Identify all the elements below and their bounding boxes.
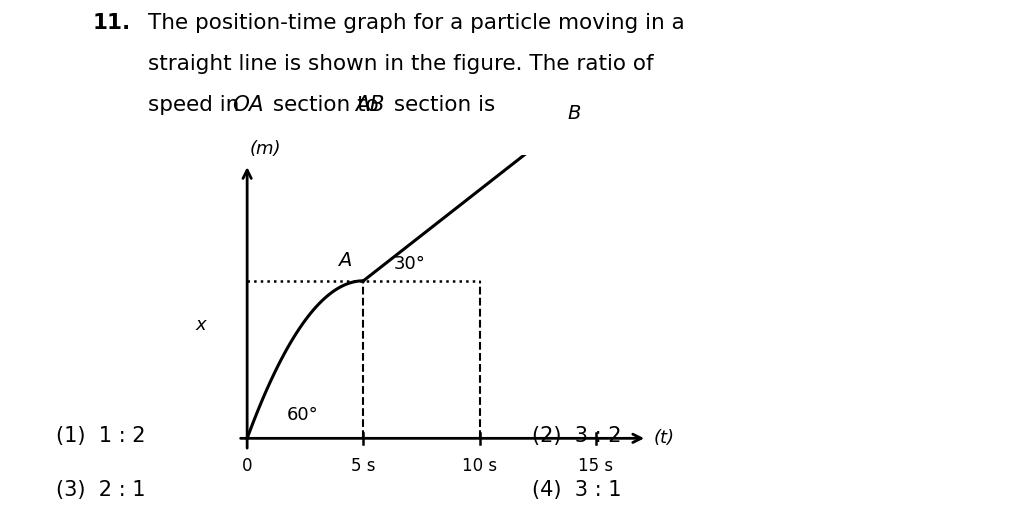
Text: section to: section to — [266, 95, 386, 116]
Text: The position-time graph for a particle moving in a: The position-time graph for a particle m… — [148, 13, 685, 33]
Text: (t): (t) — [654, 429, 675, 447]
Text: x: x — [196, 316, 206, 334]
Text: A: A — [338, 251, 352, 270]
Text: 30°: 30° — [393, 255, 426, 273]
Text: 60°: 60° — [287, 406, 318, 424]
Text: (3)  2 : 1: (3) 2 : 1 — [56, 480, 145, 500]
Text: 0: 0 — [242, 457, 252, 475]
Text: (m): (m) — [250, 140, 281, 158]
Text: (1)  1 : 2: (1) 1 : 2 — [56, 426, 145, 446]
Text: straight line is shown in the figure. The ratio of: straight line is shown in the figure. Th… — [148, 54, 654, 74]
Text: section is: section is — [387, 95, 496, 116]
Text: (2)  3 : 2: (2) 3 : 2 — [532, 426, 622, 446]
Text: AB: AB — [355, 95, 385, 116]
Text: 15 s: 15 s — [579, 457, 613, 475]
Text: (4)  3 : 1: (4) 3 : 1 — [532, 480, 622, 500]
Text: 10 s: 10 s — [462, 457, 498, 475]
Text: speed in: speed in — [148, 95, 247, 116]
Text: 11.: 11. — [92, 13, 130, 33]
Text: OA: OA — [232, 95, 264, 116]
Text: B: B — [568, 104, 582, 123]
Text: 5 s: 5 s — [351, 457, 376, 475]
